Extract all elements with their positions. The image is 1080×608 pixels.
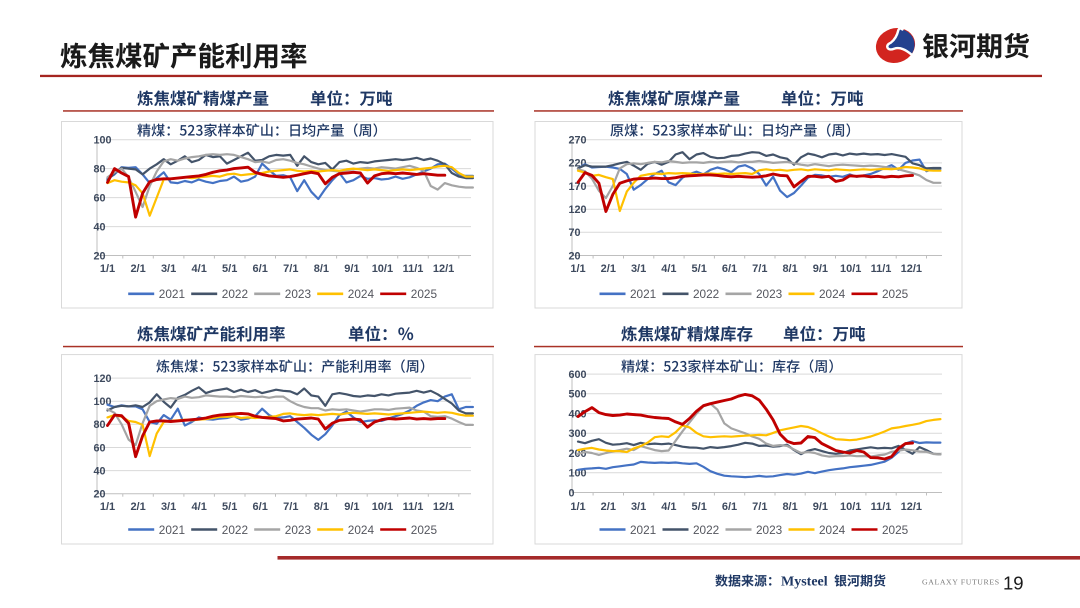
svg-text:500: 500 — [569, 389, 587, 401]
svg-text:4/1: 4/1 — [192, 263, 207, 275]
svg-text:1/1: 1/1 — [100, 501, 115, 513]
svg-text:40: 40 — [94, 465, 106, 477]
svg-text:400: 400 — [569, 408, 587, 420]
svg-text:5/1: 5/1 — [222, 501, 237, 513]
svg-text:2/1: 2/1 — [130, 263, 145, 275]
svg-text:120: 120 — [94, 373, 112, 385]
svg-text:6/1: 6/1 — [253, 501, 268, 513]
svg-text:10/1: 10/1 — [840, 501, 861, 513]
svg-text:4/1: 4/1 — [661, 501, 676, 513]
svg-text:170: 170 — [569, 181, 587, 193]
svg-text:2024: 2024 — [348, 287, 375, 301]
svg-text:80: 80 — [94, 419, 106, 431]
svg-text:3/1: 3/1 — [631, 501, 646, 513]
svg-text:600: 600 — [569, 369, 587, 381]
svg-text:100: 100 — [94, 135, 112, 147]
svg-text:7/1: 7/1 — [752, 501, 767, 513]
svg-text:1/1: 1/1 — [100, 263, 115, 275]
svg-text:12/1: 12/1 — [901, 501, 922, 513]
svg-text:11/1: 11/1 — [871, 501, 892, 513]
svg-text:70: 70 — [569, 227, 581, 239]
svg-text:270: 270 — [569, 135, 587, 147]
svg-text:40: 40 — [94, 221, 106, 233]
svg-text:2023: 2023 — [756, 287, 783, 301]
svg-text:9/1: 9/1 — [344, 501, 359, 513]
svg-text:1/1: 1/1 — [570, 263, 585, 275]
svg-text:2024: 2024 — [819, 523, 846, 537]
svg-text:2/1: 2/1 — [130, 501, 145, 513]
svg-text:4/1: 4/1 — [192, 501, 207, 513]
svg-text:20: 20 — [94, 489, 106, 501]
svg-text:2022: 2022 — [222, 523, 248, 537]
svg-text:8/1: 8/1 — [782, 501, 797, 513]
svg-text:2021: 2021 — [159, 523, 185, 537]
svg-text:2/1: 2/1 — [601, 501, 616, 513]
svg-text:GALAXY FUTURES: GALAXY FUTURES — [922, 578, 1000, 587]
svg-text:8/1: 8/1 — [782, 263, 797, 275]
svg-text:2024: 2024 — [348, 523, 375, 537]
svg-text:1/1: 1/1 — [570, 501, 585, 513]
svg-text:Mysteel: Mysteel — [781, 575, 828, 590]
svg-text:60: 60 — [94, 442, 106, 454]
svg-text:12/1: 12/1 — [433, 263, 454, 275]
svg-text:20: 20 — [569, 250, 581, 262]
svg-text:2024: 2024 — [819, 287, 846, 301]
svg-text:5/1: 5/1 — [692, 501, 707, 513]
svg-text:7/1: 7/1 — [752, 263, 767, 275]
svg-text:60: 60 — [94, 192, 106, 204]
svg-text:2021: 2021 — [159, 287, 185, 301]
svg-text:12/1: 12/1 — [433, 501, 454, 513]
svg-text:20: 20 — [94, 250, 106, 262]
svg-text:7/1: 7/1 — [283, 501, 298, 513]
svg-text:6/1: 6/1 — [722, 501, 737, 513]
svg-text:11/1: 11/1 — [403, 501, 424, 513]
svg-text:2023: 2023 — [285, 523, 312, 537]
svg-text:6/1: 6/1 — [722, 263, 737, 275]
svg-text:9/1: 9/1 — [344, 263, 359, 275]
svg-text:9/1: 9/1 — [813, 501, 828, 513]
svg-text:9/1: 9/1 — [813, 263, 828, 275]
svg-text:12/1: 12/1 — [901, 263, 922, 275]
svg-text:300: 300 — [569, 428, 587, 440]
svg-text:7/1: 7/1 — [283, 263, 298, 275]
svg-text:5/1: 5/1 — [222, 263, 237, 275]
svg-text:8/1: 8/1 — [314, 263, 329, 275]
svg-text:80: 80 — [94, 163, 106, 175]
svg-text:6/1: 6/1 — [253, 263, 268, 275]
svg-text:2025: 2025 — [411, 287, 438, 301]
svg-text:2023: 2023 — [756, 523, 783, 537]
svg-text:100: 100 — [569, 468, 587, 480]
svg-text:2025: 2025 — [411, 523, 438, 537]
svg-text:4/1: 4/1 — [661, 263, 676, 275]
svg-text:10/1: 10/1 — [840, 263, 861, 275]
svg-text:2/1: 2/1 — [601, 263, 616, 275]
svg-text:2022: 2022 — [222, 287, 248, 301]
svg-text:10/1: 10/1 — [372, 263, 393, 275]
svg-text:2025: 2025 — [882, 287, 909, 301]
svg-text:11/1: 11/1 — [403, 263, 424, 275]
svg-text:8/1: 8/1 — [314, 501, 329, 513]
svg-text:2025: 2025 — [882, 523, 909, 537]
svg-text:5/1: 5/1 — [692, 263, 707, 275]
svg-text:120: 120 — [569, 204, 587, 216]
svg-text:2021: 2021 — [630, 523, 656, 537]
svg-text:0: 0 — [569, 487, 575, 499]
svg-text:2023: 2023 — [285, 287, 312, 301]
svg-text:3/1: 3/1 — [161, 501, 176, 513]
svg-text:11/1: 11/1 — [871, 263, 892, 275]
svg-text:3/1: 3/1 — [631, 263, 646, 275]
svg-text:10/1: 10/1 — [372, 501, 393, 513]
svg-text:19: 19 — [1003, 573, 1024, 594]
svg-text:2022: 2022 — [693, 287, 719, 301]
svg-text:2021: 2021 — [630, 287, 656, 301]
svg-text:2022: 2022 — [693, 523, 719, 537]
svg-text:3/1: 3/1 — [161, 263, 176, 275]
